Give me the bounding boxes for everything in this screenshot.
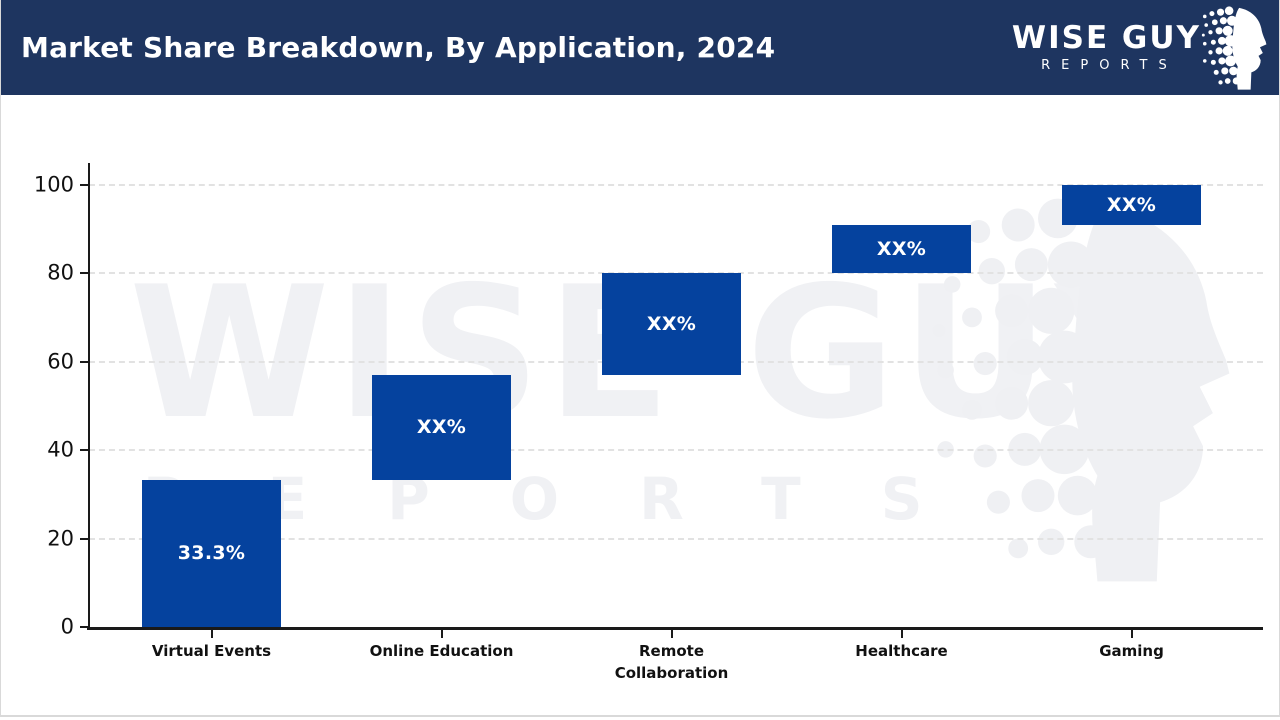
bar-value-label: XX% — [876, 238, 927, 261]
x-axis-tick — [440, 630, 443, 638]
x-category-label-virtual-events: Virtual Events — [151, 642, 272, 660]
y-axis-tick-label: 0 — [60, 614, 74, 639]
y-axis-tick-label: 100 — [33, 172, 74, 197]
logo-head-icon — [1201, 5, 1267, 90]
logo-subtitle: REPORTS — [1041, 57, 1178, 73]
x-axis-tick — [900, 630, 903, 638]
bar-value-label: XX% — [1106, 193, 1157, 216]
y-axis-tick-label: 40 — [47, 437, 74, 462]
bar-online-education: XX% — [372, 375, 511, 480]
chart-title: Market Share Breakdown, By Application, … — [21, 31, 776, 64]
y-axis-tick — [80, 626, 89, 628]
bar-healthcare: XX% — [832, 224, 971, 274]
y-axis-tick-label: 60 — [47, 349, 74, 374]
x-axis-baseline — [87, 627, 1263, 630]
x-axis-tick — [670, 630, 673, 638]
x-axis-tick — [210, 630, 213, 638]
bar-virtual-events: 33.3% — [142, 479, 281, 627]
x-axis-tick — [1130, 630, 1133, 638]
y-axis-tick — [80, 272, 89, 275]
gridline-20 — [89, 537, 1263, 540]
y-axis-tick — [80, 184, 89, 186]
bar-gaming: XX% — [1062, 185, 1201, 225]
gridline-40 — [89, 449, 1263, 452]
y-axis-tick-label: 20 — [47, 526, 74, 551]
header-bar: Market Share Breakdown, By Application, … — [1, 0, 1279, 95]
x-category-label-online-education: Online Education — [369, 642, 514, 660]
y-axis-line — [88, 163, 90, 630]
x-category-label-gaming: Gaming — [1099, 642, 1164, 660]
bar-value-label: XX% — [416, 416, 467, 439]
bar-value-label: XX% — [646, 313, 697, 336]
y-axis-tick — [80, 449, 89, 452]
x-category-label-remote-collaboration: Remote Collaboration — [614, 642, 729, 682]
logo-wordmark: WISE GUY — [1011, 19, 1201, 56]
logo-text: WISE GUY REPORTS — [1011, 19, 1201, 73]
bar-value-label: 33.3% — [177, 542, 246, 565]
x-category-label-healthcare: Healthcare — [855, 642, 948, 660]
y-axis-tick — [80, 360, 89, 363]
gridline-100 — [89, 184, 1263, 186]
bar-remote-collaboration: XX% — [602, 273, 741, 376]
y-axis-tick — [80, 537, 89, 540]
wise-guy-logo: WISE GUY REPORTS — [1012, 5, 1269, 91]
y-axis-tick-label: 80 — [47, 260, 74, 285]
